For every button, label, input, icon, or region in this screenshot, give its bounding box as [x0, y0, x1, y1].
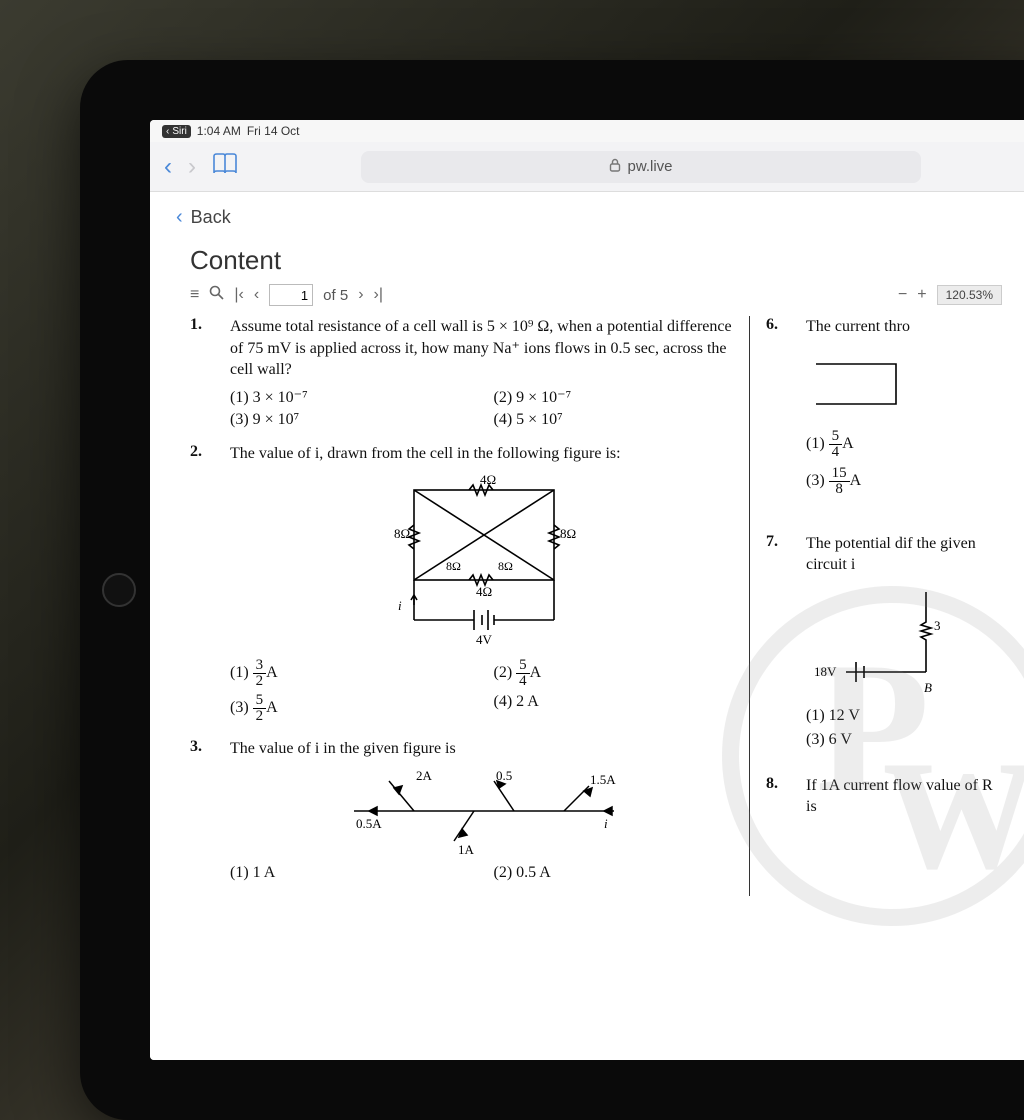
- q6-number: 6.: [766, 316, 790, 503]
- screen: ‹ Siri 1:04 AM Fri 14 Oct ‹ › pw.live ‹: [150, 120, 1024, 1060]
- svg-text:2A: 2A: [416, 768, 433, 783]
- siri-badge: ‹ Siri: [162, 125, 191, 138]
- page-number-input[interactable]: [269, 284, 313, 306]
- q2-option-2: (2) 54A: [494, 658, 738, 689]
- lock-icon: [609, 158, 621, 175]
- zoom-in-icon[interactable]: +: [917, 286, 926, 304]
- q2-text: The value of i, drawn from the cell in t…: [230, 443, 737, 465]
- svg-text:1.5A: 1.5A: [590, 772, 616, 787]
- svg-text:4Ω: 4Ω: [480, 472, 496, 487]
- svg-text:4V: 4V: [476, 632, 493, 647]
- menu-icon[interactable]: ≡: [190, 286, 199, 304]
- q2-option-1: (1) 32A: [230, 658, 474, 689]
- page-back-label: Back: [191, 207, 231, 228]
- q7-number: 7.: [766, 533, 790, 755]
- svg-text:8Ω: 8Ω: [498, 559, 513, 573]
- next-page-icon[interactable]: ›: [358, 286, 363, 304]
- q1-number: 1.: [190, 316, 214, 429]
- last-page-icon[interactable]: ›|: [374, 286, 383, 304]
- q1-text: Assume total resistance of a cell wall i…: [230, 316, 737, 381]
- q7-option-3: (3) 6 V: [806, 731, 1002, 749]
- q1-option-4: (4) 5 × 10⁷: [494, 411, 738, 429]
- left-column: 1. Assume total resistance of a cell wal…: [190, 316, 750, 896]
- right-column: 6. The current thro: [758, 316, 1002, 896]
- bookmarks-icon[interactable]: [212, 153, 238, 181]
- q8-text: If 1A current flow value of R is: [806, 775, 1002, 818]
- q2-option-4: (4) 2 A: [494, 693, 738, 724]
- browser-toolbar: ‹ › pw.live: [150, 142, 1024, 192]
- question-3: 3. The value of i in the given figure is: [190, 738, 737, 882]
- q6-text: The current thro: [806, 316, 1002, 338]
- q3-text: The value of i in the given figure is: [230, 738, 737, 760]
- svg-text:B: B: [924, 680, 932, 695]
- siri-chevron-icon: ‹: [166, 126, 169, 137]
- question-2: 2. The value of i, drawn from the cell i…: [190, 443, 737, 725]
- search-icon[interactable]: [209, 285, 224, 305]
- url-bar[interactable]: pw.live: [361, 151, 921, 183]
- status-time: 1:04 AM: [197, 124, 241, 138]
- zoom-level[interactable]: 120.53%: [937, 285, 1002, 305]
- q1-option-2: (2) 9 × 10⁻⁷: [494, 387, 738, 407]
- status-date: Fri 14 Oct: [247, 124, 300, 138]
- q2-circuit-diagram: 4Ω 8Ω 8Ω 8Ω 8Ω 4Ω i 4V: [374, 470, 594, 650]
- q3-node-diagram: 2A 0.5 1.5A 0.5A 1A i: [334, 766, 634, 856]
- svg-text:8Ω: 8Ω: [560, 526, 576, 541]
- svg-text:4Ω: 4Ω: [476, 584, 492, 599]
- q1-option-1: (1) 3 × 10⁻⁷: [230, 387, 474, 407]
- page-total-label: of 5: [323, 287, 348, 304]
- svg-text:i: i: [604, 816, 608, 831]
- first-page-icon[interactable]: |‹: [234, 286, 243, 304]
- q2-option-3: (3) 52A: [230, 693, 474, 724]
- zoom-out-icon[interactable]: −: [898, 286, 907, 304]
- q6-option-1: (1) 54A: [806, 429, 1002, 460]
- q3-option-1: (1) 1 A: [230, 864, 474, 882]
- siri-label: Siri: [172, 126, 186, 137]
- question-8: 8. If 1A current flow value of R is: [766, 775, 1002, 824]
- svg-text:0.5A: 0.5A: [356, 816, 382, 831]
- svg-text:8Ω: 8Ω: [446, 559, 461, 573]
- question-7: 7. The potential dif the given circuit i: [766, 533, 1002, 755]
- svg-text:0.5: 0.5: [496, 768, 512, 783]
- q7-text: The potential dif the given circuit i: [806, 533, 1002, 576]
- svg-text:8Ω: 8Ω: [394, 526, 410, 541]
- q2-number: 2.: [190, 443, 214, 725]
- q6-option-3: (3) 158A: [806, 466, 1002, 497]
- svg-text:i: i: [398, 598, 402, 613]
- q7-option-1: (1) 12 V: [806, 707, 1002, 725]
- svg-text:3: 3: [934, 618, 941, 633]
- question-1: 1. Assume total resistance of a cell wal…: [190, 316, 737, 429]
- svg-text:18V: 18V: [814, 664, 837, 679]
- q3-number: 3.: [190, 738, 214, 882]
- back-arrow-icon[interactable]: ‹: [164, 153, 172, 181]
- prev-page-icon[interactable]: ‹: [254, 286, 259, 304]
- pdf-toolbar: ≡ |‹ ‹ of 5 › ›| − + 120.53%: [150, 280, 1024, 316]
- tablet-frame: ‹ Siri 1:04 AM Fri 14 Oct ‹ › pw.live ‹: [80, 60, 1024, 1120]
- document-viewport[interactable]: P W 1. Assume total resistance of a cell…: [150, 316, 1024, 1060]
- chevron-left-icon: ‹: [176, 206, 183, 229]
- q7-partial-circuit: 3 18V B: [806, 582, 946, 702]
- home-button[interactable]: [102, 573, 136, 607]
- status-bar: ‹ Siri 1:04 AM Fri 14 Oct: [150, 120, 1024, 142]
- svg-text:1A: 1A: [458, 842, 475, 856]
- page-title: Content: [150, 235, 1024, 280]
- q3-option-2: (2) 0.5 A: [494, 864, 738, 882]
- page-back-button[interactable]: ‹ Back: [150, 192, 1024, 235]
- q6-partial-circuit: [806, 344, 926, 424]
- q1-option-3: (3) 9 × 10⁷: [230, 411, 474, 429]
- page-body: ‹ Back Content ≡ |‹ ‹ of 5 › ›| − + 120.…: [150, 192, 1024, 1060]
- forward-arrow-icon: ›: [188, 153, 196, 181]
- url-text: pw.live: [627, 158, 672, 175]
- q8-number: 8.: [766, 775, 790, 824]
- question-6: 6. The current thro: [766, 316, 1002, 503]
